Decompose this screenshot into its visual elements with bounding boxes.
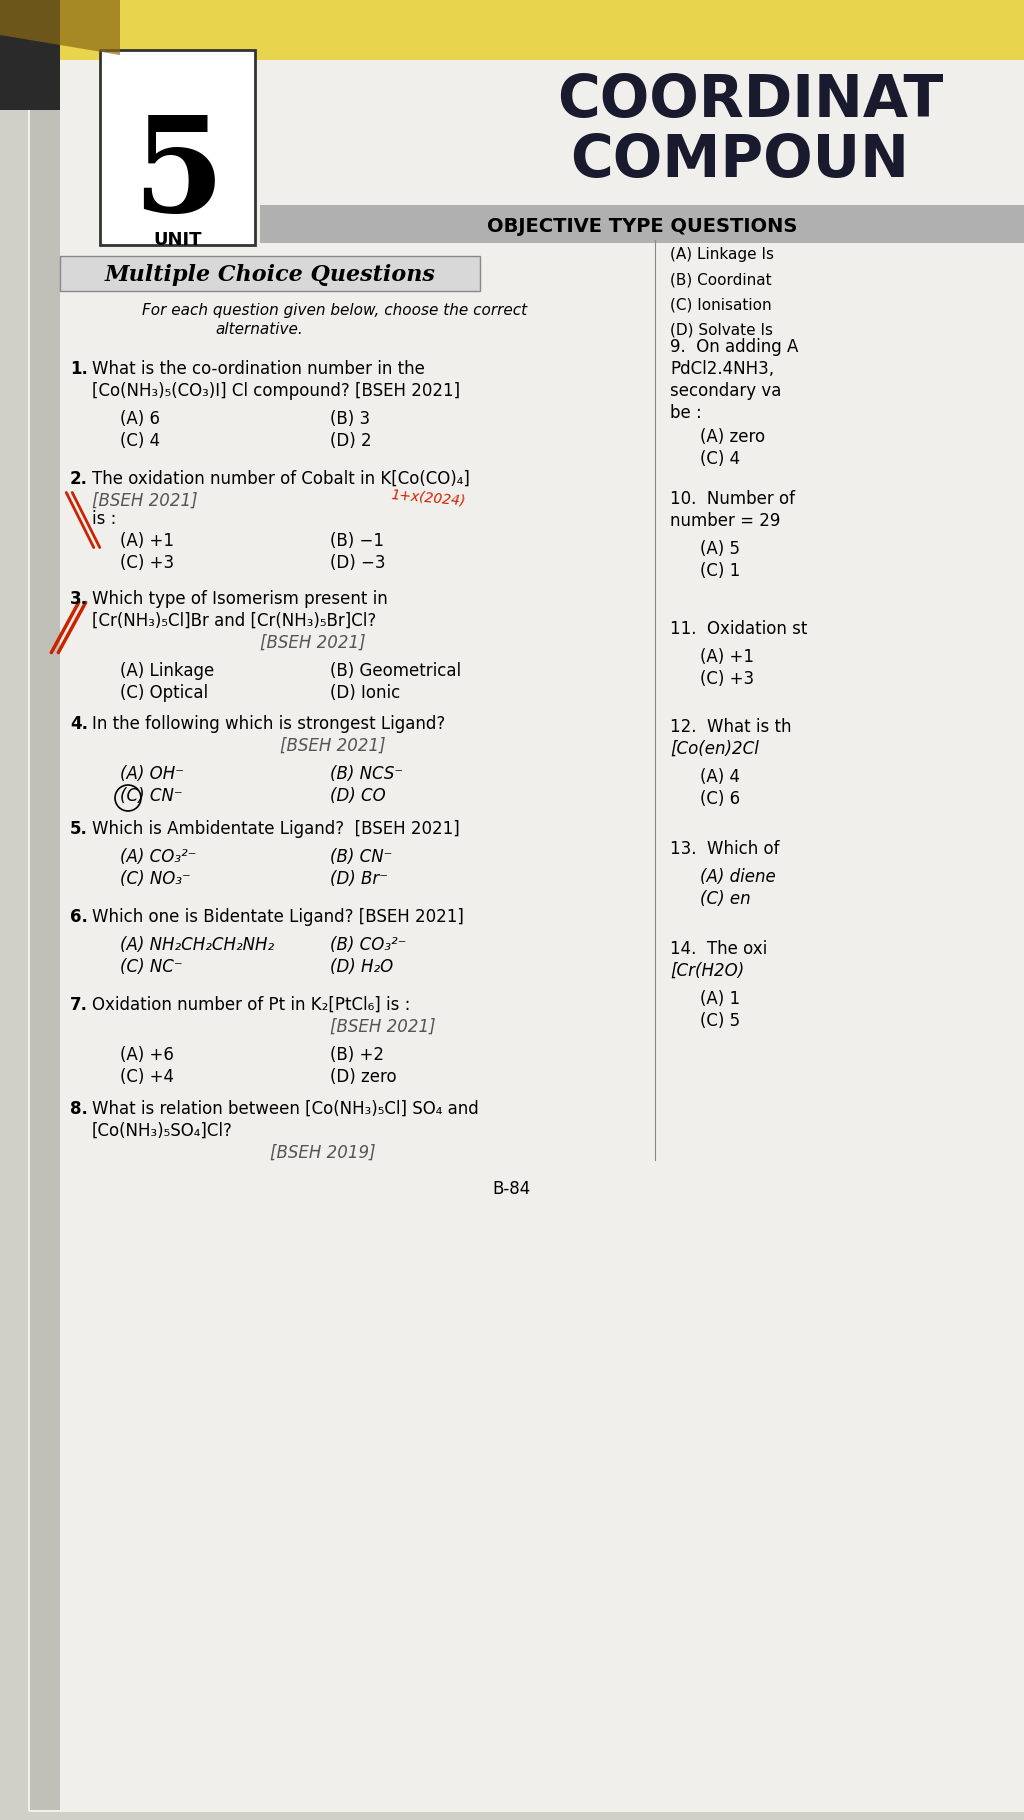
Text: Which type of Isomerism present in: Which type of Isomerism present in	[92, 590, 388, 608]
Text: 1.: 1.	[70, 360, 88, 379]
Bar	[260, 206, 1024, 244]
Text: 5.: 5.	[70, 821, 88, 837]
Text: [Cr(H2O): [Cr(H2O)	[670, 963, 744, 979]
Text: alternative.: alternative.	[215, 322, 303, 337]
Text: Which is Ambidentate Ligand?  [BSEH 2021]: Which is Ambidentate Ligand? [BSEH 2021]	[92, 821, 460, 837]
Text: 4.: 4.	[70, 715, 88, 733]
Text: In the following which is strongest Ligand?: In the following which is strongest Liga…	[92, 715, 445, 733]
Text: secondary va: secondary va	[670, 382, 781, 400]
Text: Which one is Bidentate Ligand? [BSEH 2021]: Which one is Bidentate Ligand? [BSEH 202…	[92, 908, 464, 926]
Text: Oxidation number of Pt in K₂[PtCl₆] is :: Oxidation number of Pt in K₂[PtCl₆] is :	[92, 996, 411, 1014]
Text: (C) en: (C) en	[700, 890, 751, 908]
Text: PdCl2.4NH3,: PdCl2.4NH3,	[670, 360, 774, 379]
Text: [Co(en)2Cl: [Co(en)2Cl	[670, 741, 759, 757]
FancyBboxPatch shape	[100, 49, 255, 246]
Bar	[0, 0, 1024, 60]
Text: (B) +2: (B) +2	[330, 1046, 384, 1065]
Text: [BSEH 2021]: [BSEH 2021]	[280, 737, 386, 755]
Text: (B) NCS⁻: (B) NCS⁻	[330, 764, 403, 783]
Text: (D) H₂O: (D) H₂O	[330, 957, 393, 976]
Text: 5: 5	[132, 111, 224, 240]
Text: 2.: 2.	[70, 470, 88, 488]
Text: The oxidation number of Cobalt in K[Co(CO)₄]: The oxidation number of Cobalt in K[Co(C…	[92, 470, 470, 488]
Text: 7.: 7.	[70, 996, 88, 1014]
Text: (C) Ionisation: (C) Ionisation	[670, 297, 772, 313]
Text: (D) Solvate Is: (D) Solvate Is	[670, 322, 773, 337]
Text: (C) 1: (C) 1	[700, 562, 740, 581]
Text: (C) 5: (C) 5	[700, 1012, 740, 1030]
FancyBboxPatch shape	[28, 18, 1024, 1813]
Text: (C) 6: (C) 6	[700, 790, 740, 808]
Text: [Co(NH₃)₅(CO₃)I] Cl compound? [BSEH 2021]: [Co(NH₃)₅(CO₃)I] Cl compound? [BSEH 2021…	[92, 382, 460, 400]
Text: (B) CO₃²⁻: (B) CO₃²⁻	[330, 935, 407, 954]
Text: (A) 4: (A) 4	[700, 768, 740, 786]
Text: (A) diene: (A) diene	[700, 868, 776, 886]
Polygon shape	[0, 0, 120, 55]
Text: (A) Linkage Is: (A) Linkage Is	[670, 248, 774, 262]
Text: be :: be :	[670, 404, 701, 422]
Text: (D) zero: (D) zero	[330, 1068, 396, 1087]
Text: [BSEH 2021]: [BSEH 2021]	[330, 1017, 435, 1036]
Text: (C) CN⁻: (C) CN⁻	[120, 786, 182, 804]
Text: 14.  The oxi: 14. The oxi	[670, 939, 767, 957]
Text: (B) 3: (B) 3	[330, 410, 370, 428]
Text: For each question given below, choose the correct: For each question given below, choose th…	[142, 302, 527, 317]
Text: UNIT: UNIT	[154, 231, 203, 249]
Text: 12.  What is th: 12. What is th	[670, 719, 792, 735]
Text: 10.  Number of: 10. Number of	[670, 490, 795, 508]
Text: (A) 5: (A) 5	[700, 541, 740, 559]
Text: [Cr(NH₃)₅Cl]Br and [Cr(NH₃)₅Br]Cl?: [Cr(NH₃)₅Cl]Br and [Cr(NH₃)₅Br]Cl?	[92, 612, 376, 630]
Text: 3.: 3.	[70, 590, 88, 608]
Text: (C) NO₃⁻: (C) NO₃⁻	[120, 870, 190, 888]
Bar	[30, 20, 60, 1811]
Text: (D) Ionic: (D) Ionic	[330, 684, 400, 703]
Text: (A) NH₂CH₂CH₂NH₂: (A) NH₂CH₂CH₂NH₂	[120, 935, 274, 954]
Text: [BSEH 2021]: [BSEH 2021]	[92, 491, 198, 510]
Text: Multiple Choice Questions: Multiple Choice Questions	[104, 264, 435, 286]
Text: [BSEH 2019]: [BSEH 2019]	[270, 1145, 376, 1161]
Text: (A) OH⁻: (A) OH⁻	[120, 764, 184, 783]
Text: (A) zero: (A) zero	[700, 428, 765, 446]
Text: (D) 2: (D) 2	[330, 431, 372, 450]
Text: (D) CO: (D) CO	[330, 786, 386, 804]
Text: (A) 6: (A) 6	[120, 410, 160, 428]
Text: (C) +4: (C) +4	[120, 1068, 174, 1087]
Text: B-84: B-84	[493, 1179, 531, 1198]
Text: (C) NC⁻: (C) NC⁻	[120, 957, 182, 976]
Text: 9.  On adding A: 9. On adding A	[670, 339, 799, 357]
Text: is :: is :	[92, 510, 117, 528]
Text: (A) Linkage: (A) Linkage	[120, 662, 214, 681]
Text: (B) −1: (B) −1	[330, 531, 384, 550]
Text: (D) −3: (D) −3	[330, 553, 385, 571]
Text: What is the co-ordination number in the: What is the co-ordination number in the	[92, 360, 425, 379]
Text: (D) Br⁻: (D) Br⁻	[330, 870, 388, 888]
Text: COORDINAT: COORDINAT	[557, 71, 943, 129]
Text: 13.  Which of: 13. Which of	[670, 841, 779, 857]
Text: (A) +1: (A) +1	[700, 648, 754, 666]
Text: (A) CO₃²⁻: (A) CO₃²⁻	[120, 848, 197, 866]
Text: (B) CN⁻: (B) CN⁻	[330, 848, 392, 866]
Text: (A) +1: (A) +1	[120, 531, 174, 550]
Text: (C) +3: (C) +3	[120, 553, 174, 571]
Text: 8.: 8.	[70, 1099, 88, 1117]
Text: (A) 1: (A) 1	[700, 990, 740, 1008]
Text: (C) 4: (C) 4	[120, 431, 160, 450]
Bar	[0, 0, 60, 109]
Text: OBJECTIVE TYPE QUESTIONS: OBJECTIVE TYPE QUESTIONS	[486, 218, 798, 237]
Text: What is relation between [Co(NH₃)₅Cl] SO₄ and: What is relation between [Co(NH₃)₅Cl] SO…	[92, 1099, 479, 1117]
Text: (B) Coordinat: (B) Coordinat	[670, 273, 772, 288]
Text: 6.: 6.	[70, 908, 88, 926]
Text: [BSEH 2021]: [BSEH 2021]	[260, 633, 366, 652]
Text: number = 29: number = 29	[670, 511, 780, 530]
Text: 1+x(2024): 1+x(2024)	[390, 488, 466, 508]
Bar	[60, 257, 480, 291]
Text: (C) 4: (C) 4	[700, 450, 740, 468]
Text: (C) +3: (C) +3	[700, 670, 754, 688]
Text: COMPOUN: COMPOUN	[570, 131, 909, 189]
Text: 11.  Oxidation st: 11. Oxidation st	[670, 621, 807, 639]
Text: [Co(NH₃)₅SO₄]Cl?: [Co(NH₃)₅SO₄]Cl?	[92, 1121, 232, 1139]
Text: (C) Optical: (C) Optical	[120, 684, 208, 703]
Text: (B) Geometrical: (B) Geometrical	[330, 662, 461, 681]
Text: (A) +6: (A) +6	[120, 1046, 174, 1065]
